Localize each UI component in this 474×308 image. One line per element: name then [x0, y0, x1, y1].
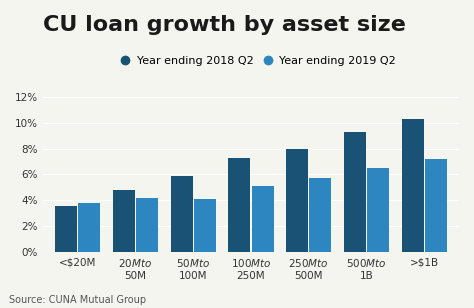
Bar [402, 119, 424, 252]
Bar [228, 158, 250, 252]
Bar [367, 168, 389, 252]
Text: CU loan growth by asset size: CU loan growth by asset size [43, 15, 406, 35]
Bar [344, 132, 366, 252]
Bar [113, 190, 135, 252]
Bar [55, 205, 77, 252]
Bar [252, 186, 273, 252]
Bar [310, 178, 331, 252]
Bar [171, 176, 192, 252]
Legend: Year ending 2018 Q2, Year ending 2019 Q2: Year ending 2018 Q2, Year ending 2019 Q2 [119, 52, 400, 69]
Bar [425, 159, 447, 252]
Bar [286, 148, 308, 252]
Text: Source: CUNA Mutual Group: Source: CUNA Mutual Group [9, 295, 146, 305]
Bar [194, 199, 216, 252]
Bar [78, 203, 100, 252]
Bar [136, 198, 158, 252]
